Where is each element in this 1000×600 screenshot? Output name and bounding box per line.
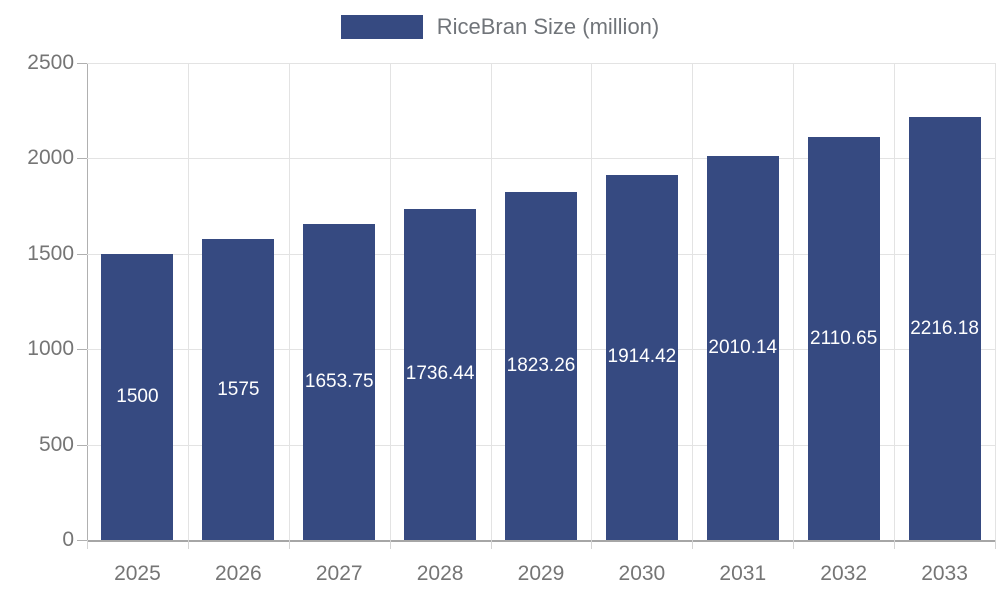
x-axis-label: 2029 [517, 562, 565, 585]
x-axis-label: 2033 [921, 562, 968, 585]
y-axis-label: 1000 [27, 337, 74, 361]
x-axis-tick [490, 540, 492, 549]
x-axis-tick [187, 540, 189, 549]
bar[interactable] [404, 208, 477, 540]
gridline-horizontal [87, 63, 995, 64]
y-axis-label: 2500 [27, 51, 74, 74]
x-axis-tick [288, 540, 290, 549]
gridline-vertical [490, 63, 492, 540]
bar[interactable] [605, 174, 678, 540]
bar[interactable] [706, 156, 779, 540]
x-axis-tick [87, 540, 88, 549]
gridline-horizontal [87, 158, 995, 160]
x-axis-tick [591, 540, 593, 549]
gridline-vertical [591, 63, 593, 540]
y-axis-line [87, 63, 88, 549]
x-axis-label: 2028 [416, 562, 464, 585]
x-axis-tick [389, 540, 391, 549]
legend-item[interactable]: RiceBran Size (million) [0, 14, 1000, 40]
bar[interactable] [505, 192, 577, 540]
y-axis-tick [77, 63, 87, 64]
gridline-vertical [187, 63, 189, 540]
x-axis-tick [692, 540, 694, 549]
bar[interactable] [303, 224, 376, 540]
y-axis-tick [77, 253, 87, 255]
gridline-vertical [793, 63, 795, 540]
x-axis-tick [894, 540, 896, 549]
x-axis-label: 2027 [315, 562, 363, 585]
x-axis-label: 2025 [114, 562, 161, 585]
legend-swatch [340, 15, 423, 39]
gridline-vertical [389, 63, 391, 540]
gridline-vertical [692, 63, 694, 540]
bar[interactable] [908, 117, 981, 540]
y-axis-tick [77, 158, 87, 160]
x-axis-line [87, 540, 995, 542]
y-axis-label: 500 [38, 432, 74, 456]
x-axis-label: 2031 [719, 562, 767, 585]
bar[interactable] [807, 137, 880, 540]
y-axis-tick [77, 444, 87, 446]
x-axis-tick [995, 540, 996, 549]
bar[interactable] [202, 239, 275, 540]
x-axis-label: 2026 [214, 562, 262, 585]
y-axis-tick [77, 540, 87, 541]
gridline-vertical [894, 63, 896, 540]
legend-label: RiceBran Size (million) [436, 14, 660, 39]
gridline-vertical [288, 63, 290, 540]
y-axis-tick [77, 349, 87, 351]
x-axis-tick [793, 540, 795, 549]
gridline-vertical [995, 63, 996, 540]
x-axis-label: 2030 [618, 562, 666, 585]
y-axis-label: 0 [62, 528, 74, 551]
y-axis-label: 2000 [27, 146, 74, 170]
y-axis-label: 1500 [27, 241, 74, 265]
bar[interactable] [101, 253, 174, 540]
x-axis-label: 2032 [820, 562, 868, 585]
